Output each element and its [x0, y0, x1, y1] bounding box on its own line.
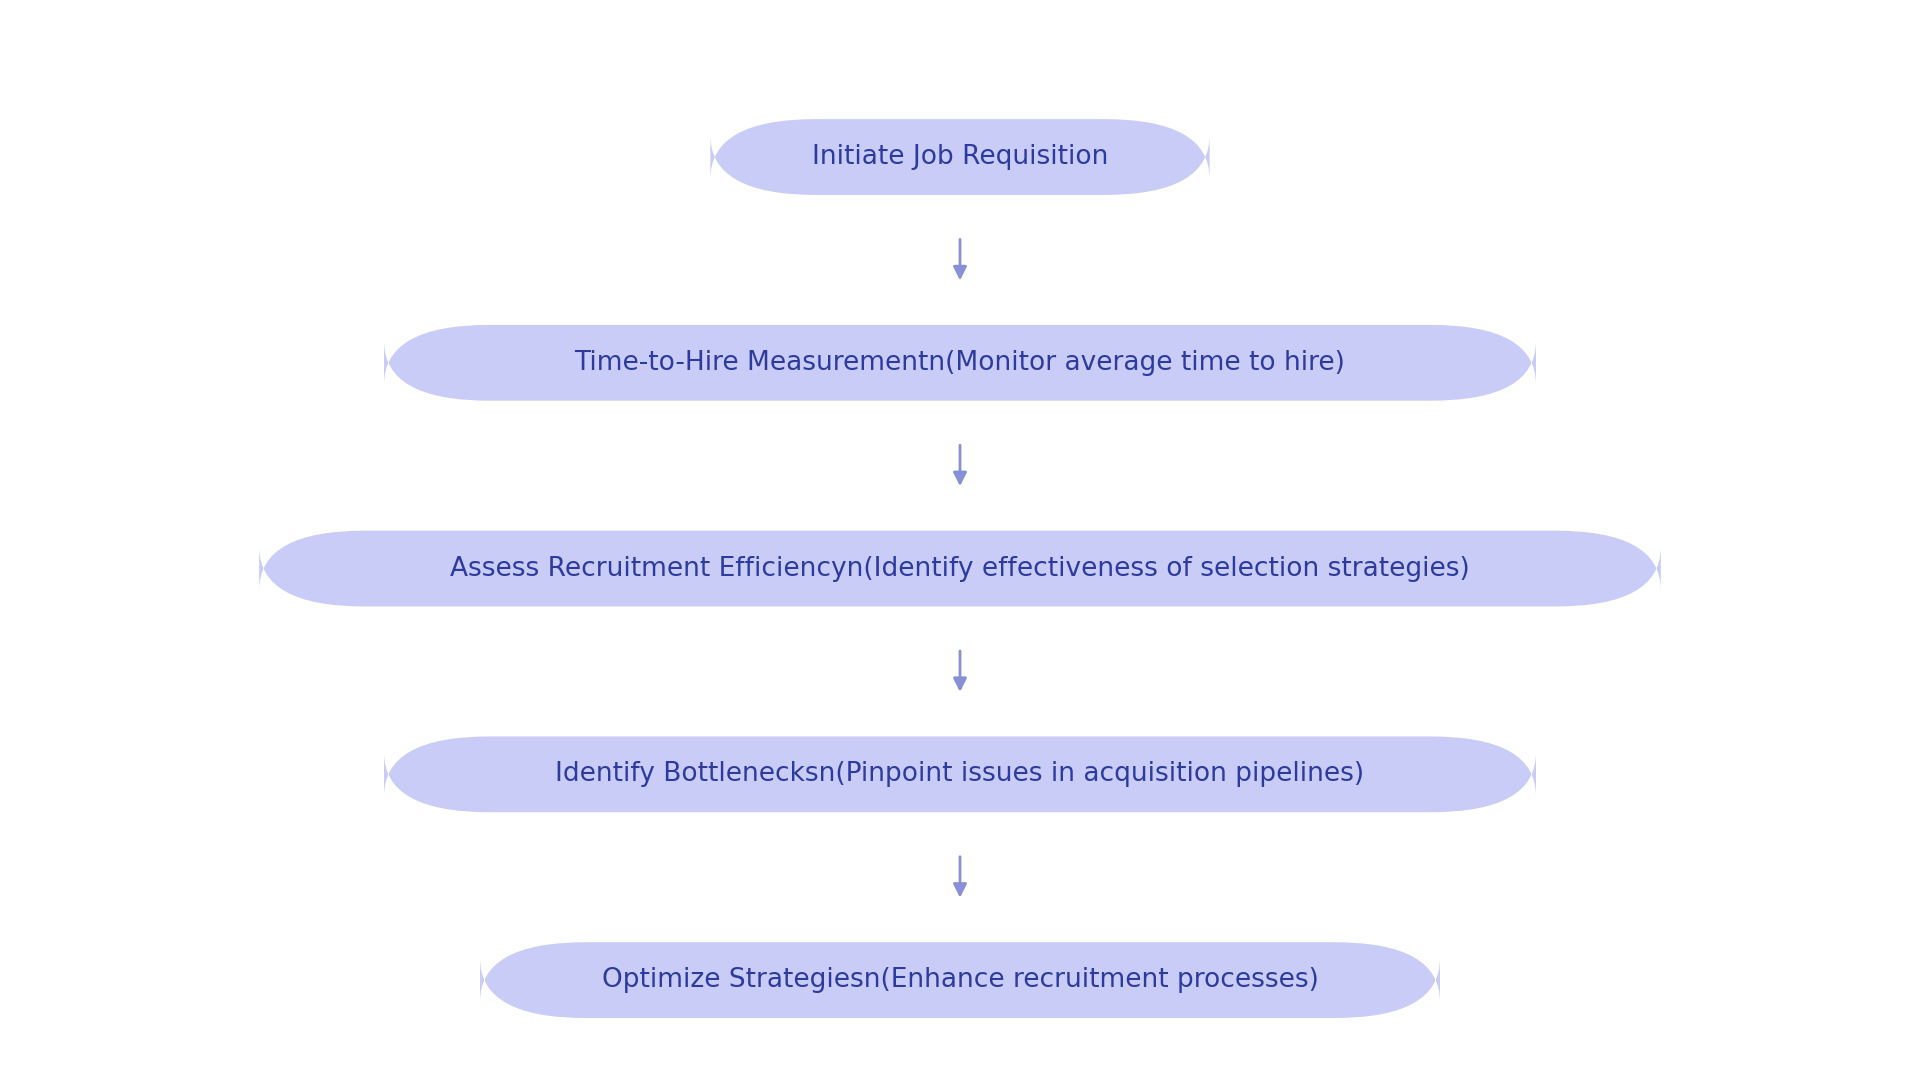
- FancyBboxPatch shape: [259, 531, 1661, 606]
- Text: Identify Bottlenecksn(Pinpoint issues in acquisition pipelines): Identify Bottlenecksn(Pinpoint issues in…: [555, 761, 1365, 787]
- Text: Time-to-Hire Measurementn(Monitor average time to hire): Time-to-Hire Measurementn(Monitor averag…: [574, 350, 1346, 376]
- Text: Assess Recruitment Efficiencyn(Identify effectiveness of selection strategies): Assess Recruitment Efficiencyn(Identify …: [449, 556, 1471, 582]
- FancyBboxPatch shape: [384, 325, 1536, 401]
- FancyBboxPatch shape: [710, 119, 1210, 195]
- Text: Optimize Strategiesn(Enhance recruitment processes): Optimize Strategiesn(Enhance recruitment…: [601, 967, 1319, 993]
- Text: Initiate Job Requisition: Initiate Job Requisition: [812, 144, 1108, 170]
- FancyBboxPatch shape: [480, 942, 1440, 1018]
- FancyBboxPatch shape: [384, 736, 1536, 812]
